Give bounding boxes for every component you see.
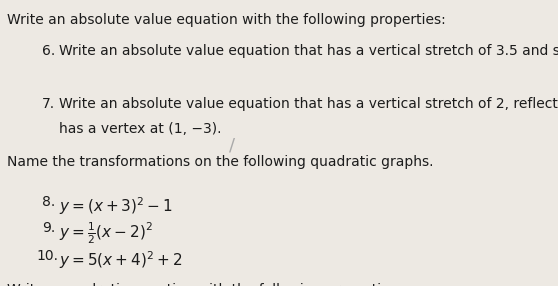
- Text: has a vertex at (1, −3).: has a vertex at (1, −3).: [59, 122, 221, 136]
- Text: Write a quadratic equation with the following properties:: Write a quadratic equation with the foll…: [7, 283, 401, 286]
- Text: Write an absolute value equation that has a vertical stretch of 3.5 and shifts u: Write an absolute value equation that ha…: [59, 44, 558, 58]
- Text: Write an absolute value equation with the following properties:: Write an absolute value equation with th…: [7, 13, 445, 27]
- Text: Name the transformations on the following quadratic graphs.: Name the transformations on the followin…: [7, 155, 433, 169]
- Text: 6.: 6.: [42, 44, 55, 58]
- Text: $y = \frac{1}{2}(x - 2)^{2}$: $y = \frac{1}{2}(x - 2)^{2}$: [59, 221, 152, 246]
- Text: $y = 5(x + 4)^{2} + 2$: $y = 5(x + 4)^{2} + 2$: [59, 249, 182, 271]
- Text: /: /: [229, 136, 235, 154]
- Text: 8.: 8.: [42, 195, 55, 209]
- Text: .: .: [246, 152, 250, 166]
- Text: 10.: 10.: [36, 249, 58, 263]
- Text: Write an absolute value equation that has a vertical stretch of 2, reflects over: Write an absolute value equation that ha…: [59, 97, 558, 111]
- Text: 9.: 9.: [42, 221, 55, 235]
- Text: $y = (x + 3)^{2} - 1$: $y = (x + 3)^{2} - 1$: [59, 195, 172, 217]
- Text: 7.: 7.: [42, 97, 55, 111]
